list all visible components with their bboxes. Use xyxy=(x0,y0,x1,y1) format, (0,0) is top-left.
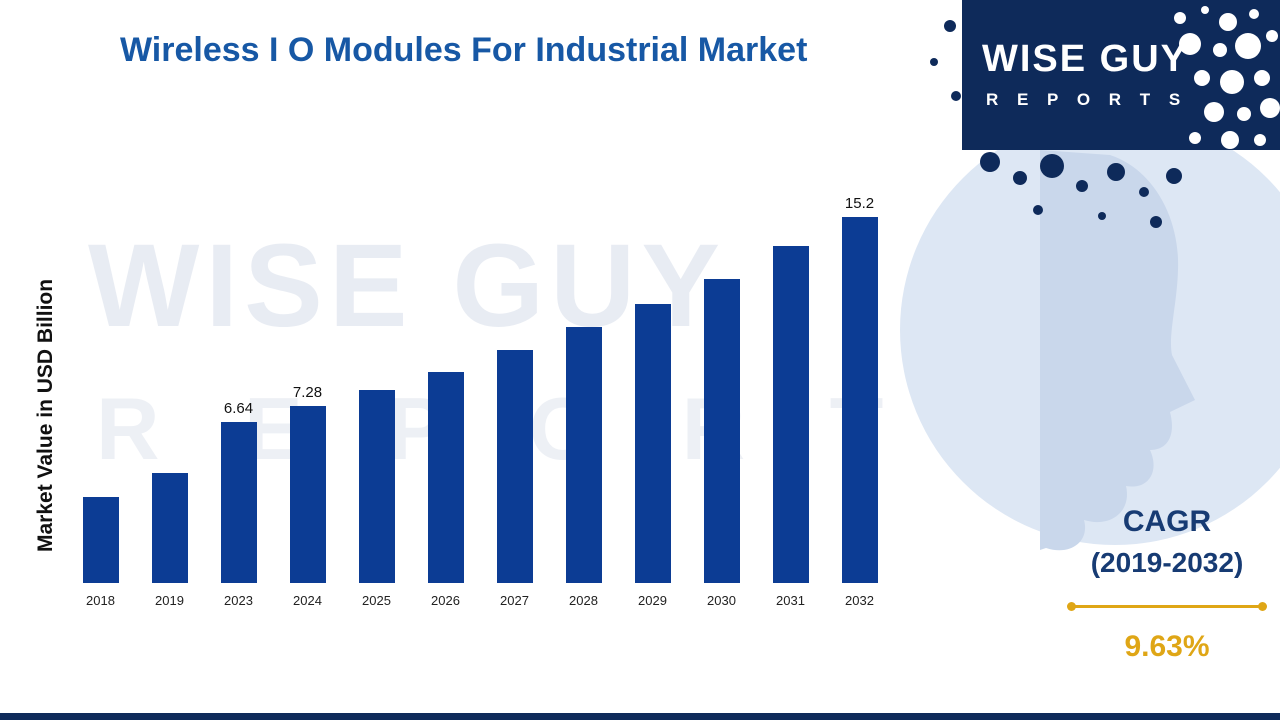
bar xyxy=(82,496,119,583)
bar xyxy=(427,372,464,583)
x-tick-label: 2028 xyxy=(569,593,598,608)
cagr-range: (2019-2032) xyxy=(1090,547,1244,578)
footer-bar xyxy=(0,713,1280,720)
dissolve-dots-graphic xyxy=(930,20,1182,228)
bar-value-label: 6.64 xyxy=(223,399,254,417)
x-tick-label: 2023 xyxy=(224,593,253,608)
bar xyxy=(151,472,188,583)
bar-column: 2026 xyxy=(411,195,480,608)
bar-column: 2029 xyxy=(618,195,687,608)
bar-chart-plot-area: 2018 2019 6.64 2023 7.28 2024 2025 2026 2027 2028… xyxy=(66,195,894,608)
cagr-block: CAGR (2019-2032) 9.63% xyxy=(1060,505,1274,664)
cagr-divider xyxy=(1067,602,1267,611)
x-tick-label: 2026 xyxy=(431,593,460,608)
bar-column: 7.28 2024 xyxy=(273,195,342,608)
bar xyxy=(565,327,602,583)
bar xyxy=(703,278,740,583)
bar xyxy=(289,406,326,583)
bar xyxy=(841,217,878,583)
cagr-value: 9.63% xyxy=(1124,630,1210,663)
logo-wordmark: WISE GUY xyxy=(982,38,1189,80)
bar-column: 15.2 2032 xyxy=(825,195,894,608)
x-tick-label: 2018 xyxy=(86,593,115,608)
x-tick-label: 2027 xyxy=(500,593,529,608)
bar xyxy=(634,304,671,583)
bar-column: 2028 xyxy=(549,195,618,608)
cagr-label: CAGR xyxy=(1122,505,1212,538)
x-tick-label: 2031 xyxy=(776,593,805,608)
x-tick-label: 2030 xyxy=(707,593,736,608)
logo-face-dots-icon xyxy=(1174,6,1280,149)
watermark-line1: WISE GUY xyxy=(88,220,727,352)
bar-column: 2027 xyxy=(480,195,549,608)
face-profile-graphic xyxy=(1040,150,1195,551)
divider-dot-left xyxy=(1067,602,1076,611)
bar-column: 2019 xyxy=(135,195,204,608)
bar-column: 2018 xyxy=(66,195,135,608)
x-tick-label: 2029 xyxy=(638,593,667,608)
logo-subtitle: R E P O R T S xyxy=(986,90,1188,109)
bar-chart: 2018 2019 6.64 2023 7.28 2024 2025 2026 2027 2028… xyxy=(66,195,894,608)
wiseguy-logo: WISE GUY R E P O R T S xyxy=(962,0,1280,150)
bar xyxy=(772,245,809,583)
x-tick-label: 2024 xyxy=(293,593,322,608)
bar-column: 2030 xyxy=(687,195,756,608)
bar-value-label: 7.28 xyxy=(292,384,323,402)
bar-column: 6.64 2023 xyxy=(204,195,273,608)
x-tick-label: 2025 xyxy=(362,593,391,608)
bar xyxy=(496,350,533,583)
bar-value-label: 15.2 xyxy=(844,195,875,212)
divider-dot-right xyxy=(1258,602,1267,611)
y-axis-label: Market Value in USD Billion xyxy=(34,278,57,552)
bar xyxy=(358,390,395,583)
bar-column: 2031 xyxy=(756,195,825,608)
bar xyxy=(220,421,257,583)
x-tick-label: 2032 xyxy=(845,593,874,608)
bar-column: 2025 xyxy=(342,195,411,608)
page-title: Wireless I O Modules For Industrial Mark… xyxy=(120,31,808,69)
x-tick-label: 2019 xyxy=(155,593,184,608)
